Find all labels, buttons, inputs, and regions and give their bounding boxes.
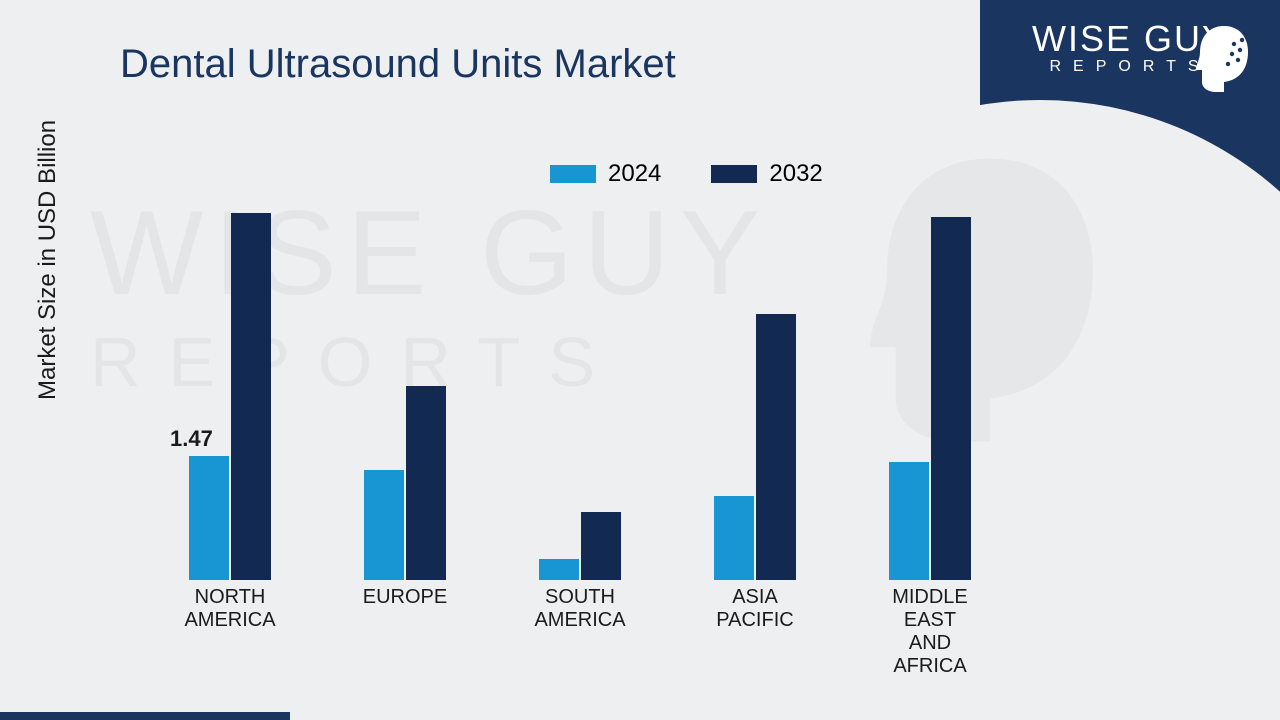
bar-2024 — [714, 496, 754, 580]
page-root: Dental Ultrasound Units Market WISE GUY … — [0, 0, 1280, 720]
bar-2024 — [189, 456, 229, 580]
bar-group — [170, 213, 290, 580]
category-label: MIDDLEEASTANDAFRICA — [860, 586, 1000, 678]
bar-2032 — [581, 512, 621, 580]
category-label: NORTHAMERICA — [160, 586, 300, 632]
bar-2024 — [364, 470, 404, 580]
legend-swatch-2024 — [550, 165, 596, 183]
legend-item-2032: 2032 — [711, 160, 822, 188]
plot-area: 1.47 — [130, 200, 990, 580]
bar-2024 — [889, 462, 929, 580]
bar-2032 — [931, 217, 971, 580]
category-label: EUROPE — [335, 586, 475, 609]
brand-logo: WISE GUY REPORTS — [1000, 18, 1260, 76]
bar-group — [520, 512, 640, 580]
legend-label-2032: 2032 — [769, 160, 822, 188]
bar-2032 — [406, 386, 446, 580]
y-axis-label: Market Size in USD Billion — [34, 120, 62, 400]
bottom-accent-strip — [0, 712, 290, 720]
bar-group — [695, 314, 815, 580]
bar-2024 — [539, 559, 579, 580]
category-label: ASIAPACIFIC — [685, 586, 825, 632]
bar-value-label: 1.47 — [170, 426, 213, 452]
legend-item-2024: 2024 — [550, 160, 661, 188]
bar-group — [870, 217, 990, 580]
legend: 2024 2032 — [550, 160, 823, 188]
bar-2032 — [756, 314, 796, 580]
bar-group — [345, 386, 465, 580]
bar-2032 — [231, 213, 271, 580]
legend-label-2024: 2024 — [608, 160, 661, 188]
logo-head-icon — [1194, 24, 1254, 94]
category-label: SOUTHAMERICA — [510, 586, 650, 632]
legend-swatch-2032 — [711, 165, 757, 183]
chart-title: Dental Ultrasound Units Market — [120, 42, 676, 87]
chart-area: Market Size in USD Billion 2024 2032 1.4… — [70, 160, 990, 700]
